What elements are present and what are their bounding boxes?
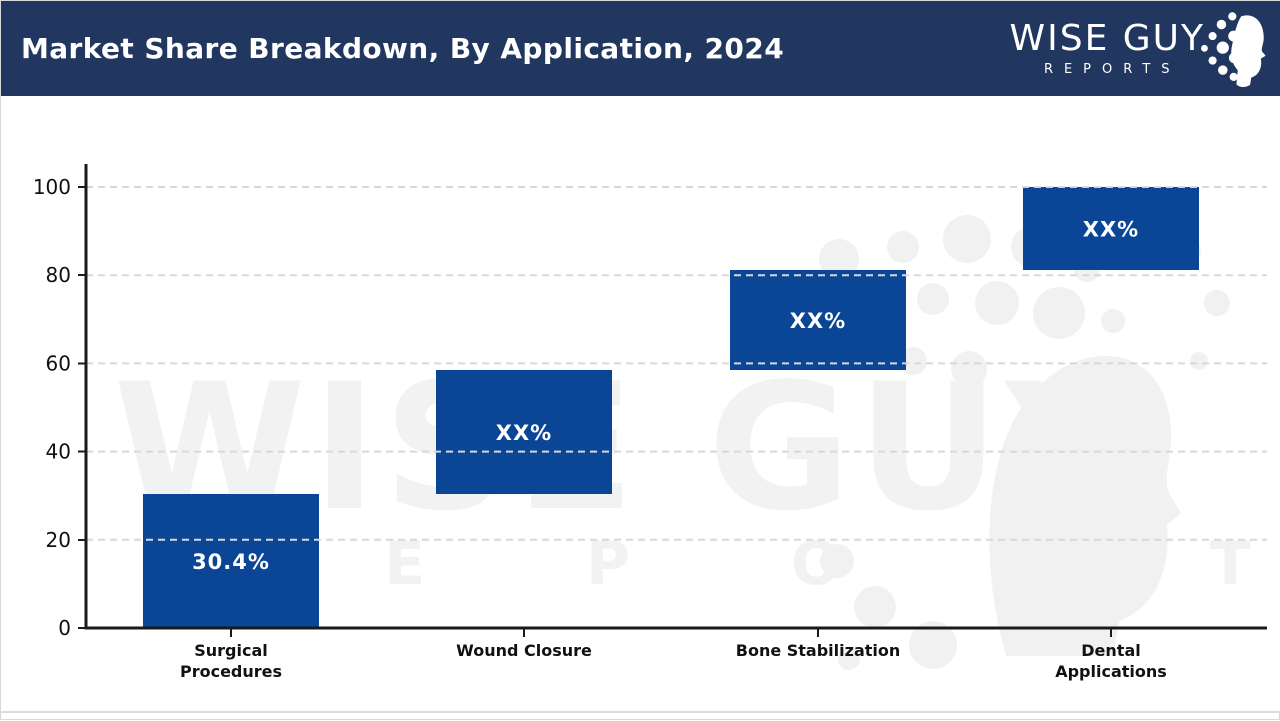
bar-value-label: 30.4% [192, 550, 270, 574]
x-category-label: Bone Stabilization [736, 641, 901, 660]
x-category-label: Wound Closure [456, 641, 592, 660]
y-tick-label: 60 [46, 351, 71, 375]
bar-value-label: XX% [790, 309, 846, 333]
x-category-label: Surgical [194, 641, 268, 660]
bar-segment [143, 493, 319, 628]
logo-brand: WISE GUY [1009, 17, 1205, 59]
x-category-label: Dental [1081, 641, 1140, 660]
page-title: Market Share Breakdown, By Application, … [21, 32, 785, 65]
y-tick-label: 0 [58, 616, 71, 640]
bar-segment [730, 269, 906, 371]
y-tick-label: 20 [46, 528, 71, 552]
wiseguy-logo: WISE GUY REPORTS [1010, 10, 1268, 88]
bar-value-label: XX% [496, 421, 552, 445]
bar-segment [436, 370, 612, 494]
logo-subtitle: REPORTS [1043, 61, 1181, 77]
bar-value-label: XX% [1083, 217, 1139, 241]
x-category-label: Procedures [180, 662, 282, 681]
header-bar: Market Share Breakdown, By Application, … [1, 1, 1280, 96]
x-category-label: Applications [1055, 662, 1167, 681]
bar-segment [1023, 187, 1199, 270]
y-tick-label: 40 [46, 440, 71, 464]
logo-head-icon [1201, 11, 1266, 87]
y-tick-label: 100 [33, 175, 71, 199]
y-tick-label: 80 [46, 263, 71, 287]
logo-text: WISE GUY REPORTS [1009, 17, 1206, 77]
